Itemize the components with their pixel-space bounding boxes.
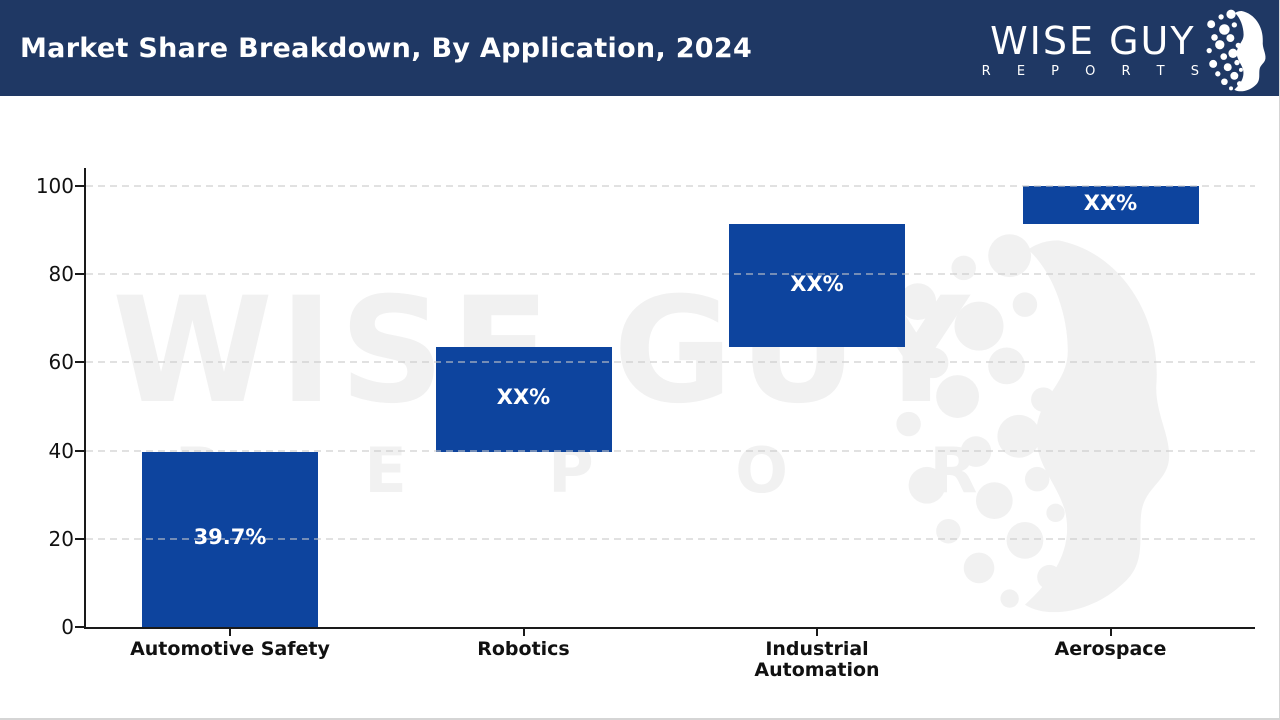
chart-bar — [435, 346, 612, 452]
x-axis-category-label: Robotics — [477, 638, 570, 660]
header: Market Share Breakdown, By Application, … — [0, 0, 1279, 96]
x-axis-category-label: Industrial Automation — [754, 638, 880, 681]
y-axis-tick-label: 100 — [35, 174, 74, 198]
chart-bar — [1022, 186, 1199, 225]
x-axis-tick-mark — [522, 629, 525, 636]
y-gridline — [86, 449, 1255, 452]
y-axis-tick-label: 20 — [48, 526, 74, 551]
logo-text: WISE GUY R E P O R T S — [976, 22, 1210, 79]
x-axis-tick-mark — [816, 629, 818, 636]
y-gridline — [86, 361, 1255, 364]
y-axis-tick-mark — [75, 273, 84, 276]
y-axis-tick-label: 40 — [48, 438, 74, 463]
x-axis-line — [84, 627, 1255, 629]
y-axis-tick-mark — [75, 449, 84, 452]
bar-value-label: 39.7% — [193, 525, 267, 550]
wiseguy-logo: WISE GUY R E P O R T S — [976, 6, 1274, 94]
y-axis-tick-mark — [75, 361, 84, 364]
y-axis-line — [84, 168, 86, 628]
y-axis-tick-label: 60 — [48, 350, 74, 375]
x-axis-category-label: Automotive Safety — [130, 638, 330, 660]
y-axis-tick-mark — [75, 626, 84, 628]
y-gridline — [86, 537, 1255, 540]
x-axis-category-label: Aerospace — [1054, 638, 1167, 660]
y-gridline — [86, 185, 1255, 187]
bar-value-label: XX% — [1083, 191, 1138, 216]
watermark-dot-head-graphic — [896, 234, 1170, 613]
y-axis-tick-label: 80 — [48, 262, 74, 287]
y-gridline — [86, 273, 1255, 276]
y-axis-tick-mark — [75, 185, 84, 187]
x-axis-tick-mark — [229, 629, 231, 636]
logo-wordmark: WISE GUY — [990, 18, 1196, 63]
page-title: Market Share Breakdown, By Application, … — [20, 33, 753, 64]
y-axis-tick-label: 0 — [61, 615, 74, 639]
chart-bar — [729, 224, 905, 347]
bar-value-label: XX% — [496, 385, 551, 410]
x-axis-tick-mark — [1109, 629, 1112, 636]
y-axis-tick-mark — [75, 537, 84, 540]
logo-subtitle: R E P O R T S — [981, 63, 1210, 79]
bar-value-label: XX% — [790, 271, 844, 296]
